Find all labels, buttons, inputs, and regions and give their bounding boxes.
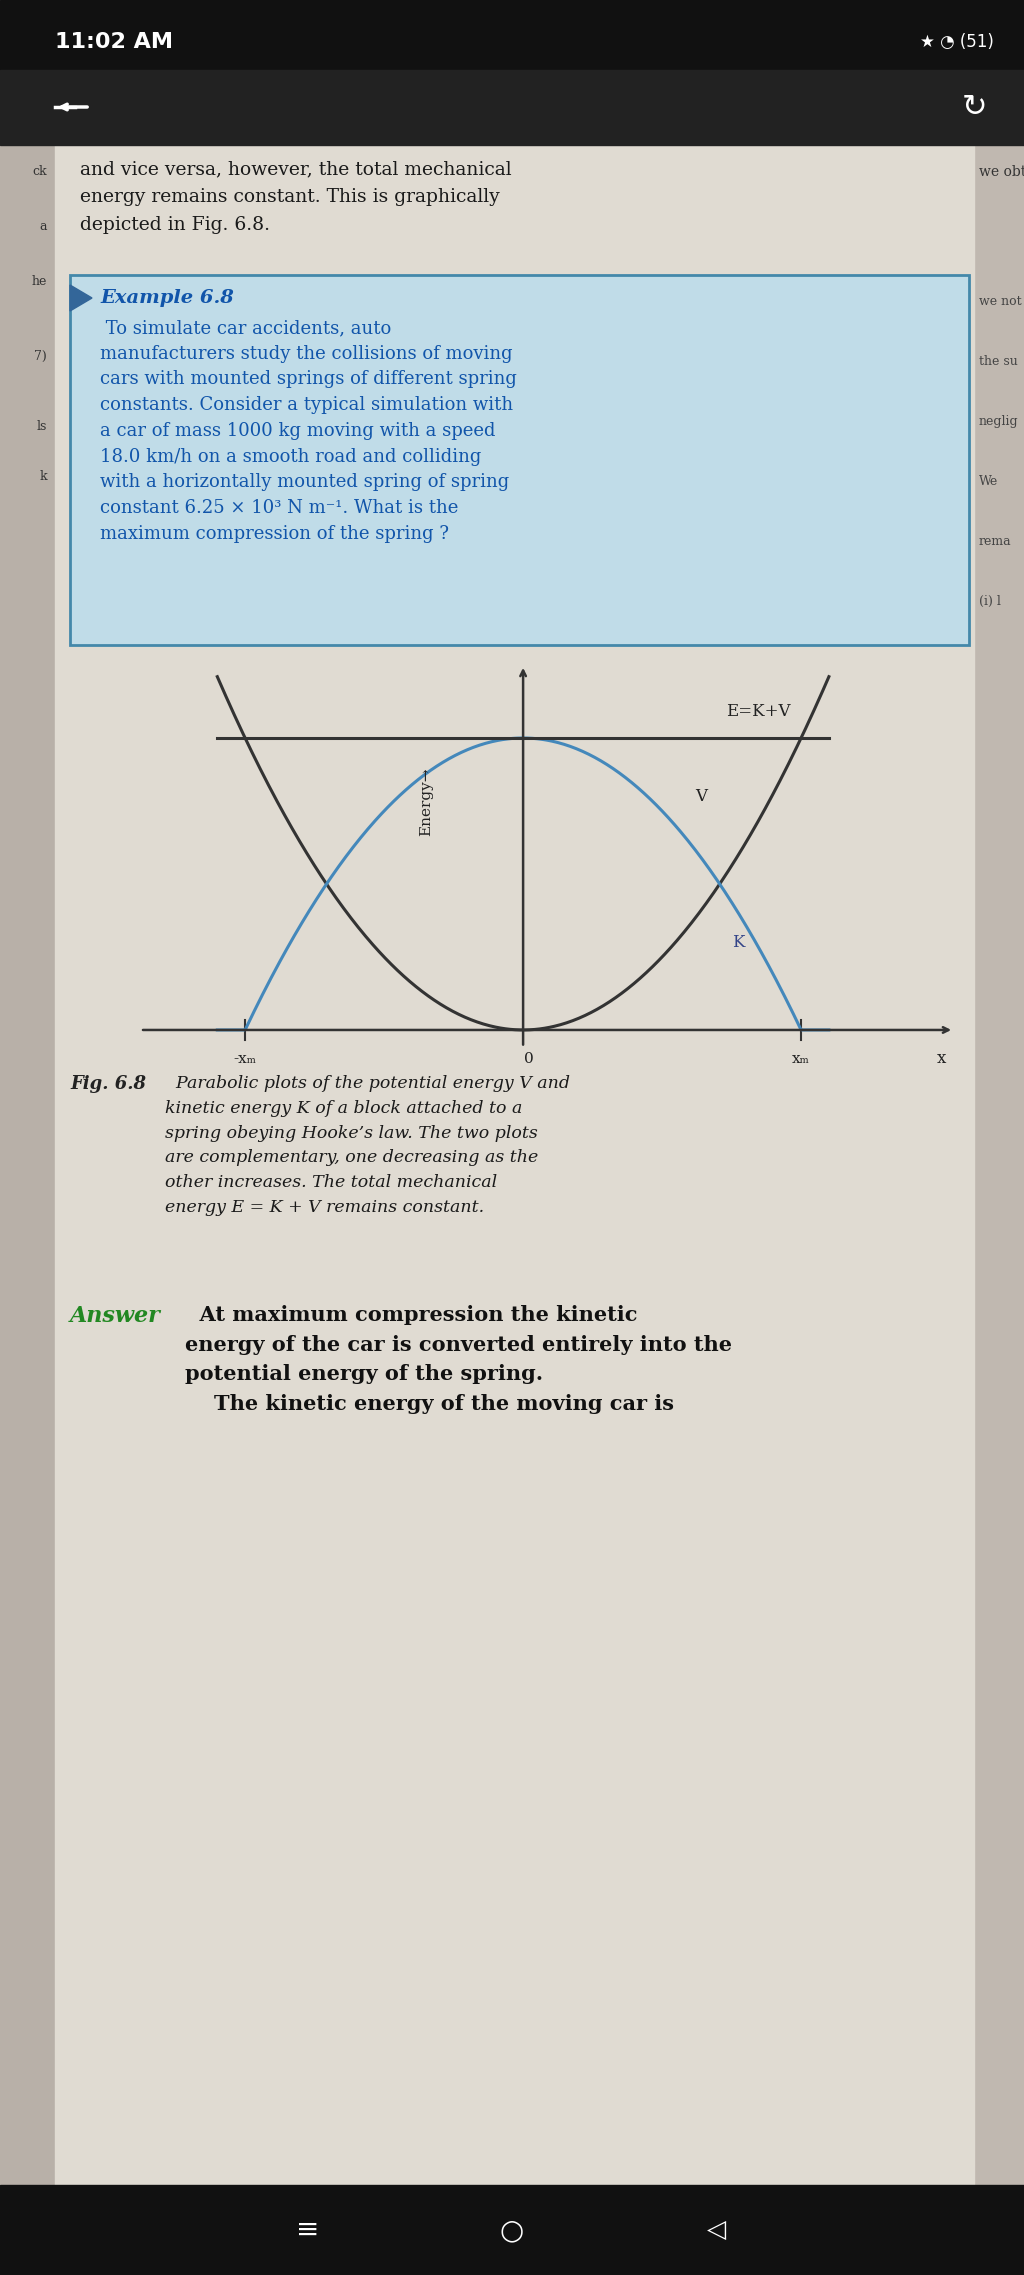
Text: To simulate car accidents, auto
manufacturers study the collisions of moving
car: To simulate car accidents, auto manufact…	[100, 319, 517, 544]
Text: At maximum compression the kinetic
energy of the car is converted entirely into : At maximum compression the kinetic energ…	[185, 1306, 732, 1413]
Text: We: We	[979, 475, 998, 489]
Text: -xₘ: -xₘ	[233, 1051, 257, 1067]
Bar	[70, 275, 969, 646]
Text: k: k	[39, 471, 47, 482]
Bar	[0, 71, 1024, 146]
Text: rema: rema	[979, 535, 1012, 548]
Text: (i) l: (i) l	[979, 596, 1000, 607]
Text: Example 6.8: Example 6.8	[100, 289, 233, 307]
Text: Answer: Answer	[70, 1306, 161, 1326]
Text: V: V	[695, 787, 708, 805]
Bar	[70, 275, 969, 646]
Text: x: x	[936, 1049, 946, 1067]
Text: E=K+V: E=K+V	[726, 703, 791, 721]
Text: ls: ls	[37, 421, 47, 432]
Text: xₘ: xₘ	[793, 1051, 810, 1067]
Text: ★ ◔ (51): ★ ◔ (51)	[921, 34, 994, 50]
Text: neglig: neglig	[979, 414, 1019, 428]
Text: ○: ○	[500, 2216, 524, 2243]
Text: the su: the su	[979, 355, 1018, 369]
Text: Fig. 6.8: Fig. 6.8	[70, 1076, 146, 1092]
Polygon shape	[70, 284, 92, 312]
Bar	[0, 146, 55, 2275]
Text: he: he	[32, 275, 47, 289]
Text: ↻: ↻	[962, 93, 987, 121]
Text: ck: ck	[33, 166, 47, 177]
Text: K: K	[731, 933, 744, 951]
Text: ◁: ◁	[708, 2218, 726, 2241]
Text: Parabolic plots of the potential energy V and
kinetic energy K of a block attach: Parabolic plots of the potential energy …	[165, 1076, 570, 1217]
Text: we obta: we obta	[979, 166, 1024, 180]
Text: 11:02 AM: 11:02 AM	[55, 32, 173, 52]
Text: we not: we not	[979, 296, 1022, 307]
Bar	[974, 146, 1024, 2275]
Text: a: a	[40, 221, 47, 232]
Bar	[55, 146, 974, 2275]
Bar	[0, 2184, 1024, 2275]
Text: Energy→: Energy→	[419, 769, 433, 837]
Text: 0: 0	[524, 1051, 534, 1067]
Text: 7): 7)	[34, 350, 47, 364]
Text: and vice versa, however, the total mechanical
energy remains constant. This is g: and vice versa, however, the total mecha…	[80, 159, 512, 234]
Text: ≡: ≡	[296, 2216, 318, 2243]
Bar	[0, 0, 1024, 71]
